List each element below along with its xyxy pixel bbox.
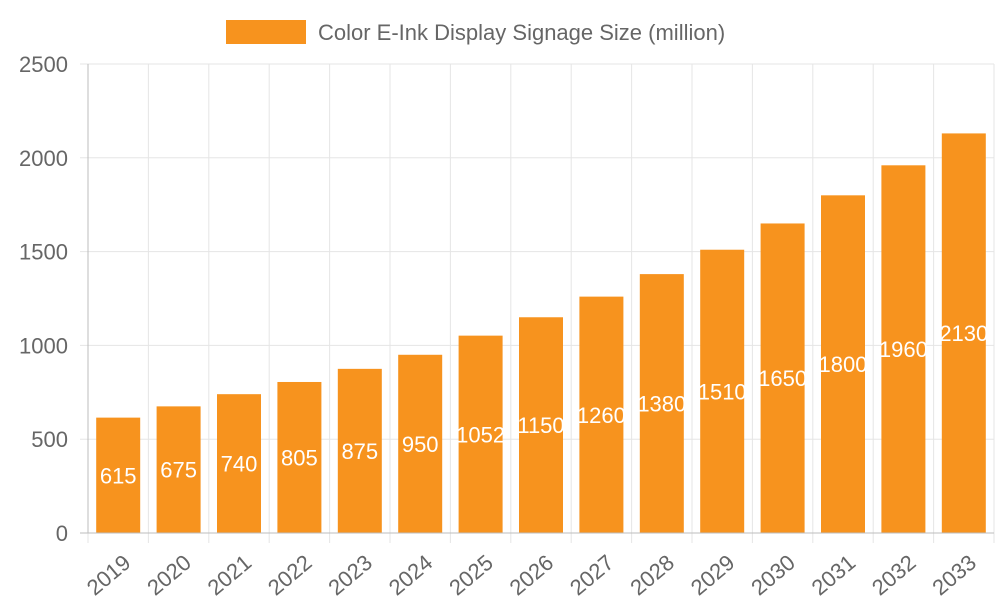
data-labels: 615 675 740 805 875 950 1052 1150 1260 1380 1510 16… (100, 321, 988, 488)
y-tick-label: 500 (31, 427, 68, 452)
gridlines (80, 63, 995, 543)
x-tick-label: 2019 (82, 550, 136, 600)
x-tick-label: 2021 (203, 550, 257, 600)
bar (941, 133, 986, 534)
legend-label: Color E-Ink Display Signage Size (millio… (318, 20, 725, 45)
y-tick-label: 2000 (19, 146, 68, 171)
x-tick-label: 2022 (263, 550, 317, 600)
bar (519, 317, 563, 533)
data-label: 950 (402, 432, 439, 457)
y-tick-label: 0 (56, 521, 68, 546)
y-tick-label: 1500 (19, 240, 68, 265)
x-tick-label: 2020 (142, 550, 196, 600)
data-label: 1150 (517, 413, 564, 438)
bar (398, 354, 443, 533)
bars (96, 133, 986, 534)
data-label: 805 (281, 445, 318, 470)
bar (579, 296, 624, 533)
data-label: 2130 (939, 321, 988, 346)
data-label: 1380 (637, 392, 686, 417)
bar (700, 249, 745, 533)
x-tick-label: 2029 (686, 550, 740, 600)
y-tick-label: 1000 (19, 333, 68, 358)
x-tick-label: 2026 (505, 550, 559, 600)
bar (217, 394, 261, 533)
bar (760, 223, 805, 533)
bar (881, 165, 926, 533)
data-label: 615 (100, 463, 137, 488)
data-label: 675 (160, 458, 197, 483)
data-label: 1800 (819, 352, 868, 377)
bar (156, 406, 201, 533)
data-label: 740 (221, 452, 258, 477)
x-tick-label: 2024 (384, 550, 438, 600)
data-label: 1650 (758, 366, 807, 391)
bar (277, 381, 322, 533)
data-label: 1960 (879, 337, 928, 362)
x-tick-label: 2030 (746, 550, 800, 600)
legend-swatch (226, 20, 306, 44)
bar (337, 368, 382, 533)
x-tick-label: 2023 (323, 550, 377, 600)
x-tick-label: 2031 (807, 550, 861, 600)
x-tick-label: 2032 (867, 550, 921, 600)
y-tick-label: 2500 (19, 52, 68, 77)
x-tick-label: 2033 (927, 550, 981, 600)
bar (821, 195, 865, 533)
data-label: 875 (341, 439, 378, 464)
data-label: 1260 (577, 403, 626, 428)
x-tick-label: 2028 (625, 550, 679, 600)
bar (96, 417, 141, 533)
x-tick-label: 2025 (444, 550, 498, 600)
bar (458, 335, 503, 533)
bar (639, 274, 684, 533)
data-label: 1510 (698, 379, 747, 404)
legend: Color E-Ink Display Signage Size (millio… (226, 20, 725, 45)
x-tick-label: 2027 (565, 550, 619, 600)
data-label: 1052 (456, 422, 505, 447)
